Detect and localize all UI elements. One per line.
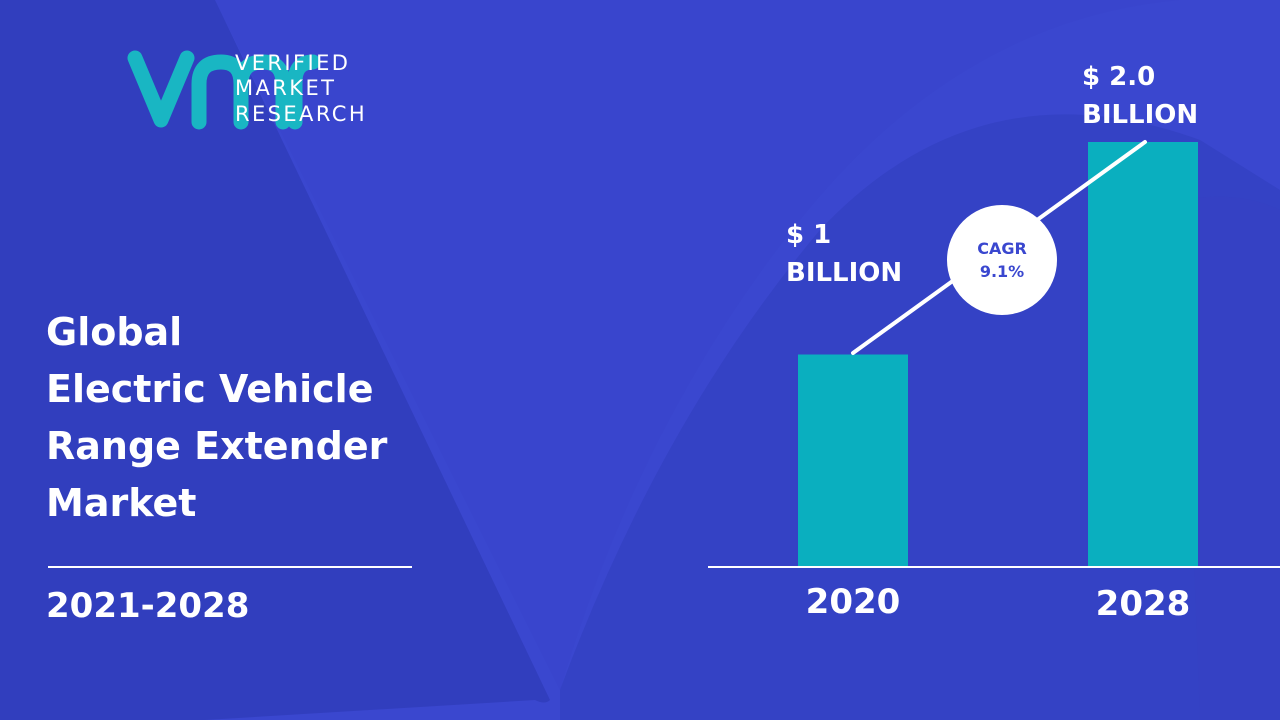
title-line-4: Market [46, 481, 197, 525]
forecast-period: 2021-2028 [46, 586, 250, 626]
brand-name-line-3: RESEARCH [235, 102, 368, 126]
title-line-3: Range Extender [46, 424, 388, 468]
data-label-2028-unit: BILLION [1082, 100, 1199, 130]
bar-2028 [1088, 142, 1198, 567]
brand-name-line-1: VERIFIED [235, 51, 351, 75]
category-label-2020: 2020 [805, 582, 901, 622]
category-label-2028: 2028 [1095, 584, 1191, 624]
report-title: Global Electric Vehicle Range Extender M… [46, 304, 466, 532]
data-label-2020-unit: BILLION [786, 258, 903, 288]
data-label-2020: $ 1 BILLION [786, 216, 902, 292]
cagr-label: CAGR [977, 239, 1027, 258]
cagr-badge: CAGR 9.1% [947, 205, 1057, 315]
title-line-2: Electric Vehicle [46, 367, 374, 411]
brand-name-line-2: MARKET [235, 76, 337, 100]
title-divider [48, 566, 412, 568]
data-label-2028: $ 2.0 BILLION [1082, 58, 1198, 134]
bar-2020 [798, 354, 908, 567]
data-label-2028-amount: $ 2.0 [1082, 62, 1156, 92]
vmr-logo-icon [127, 50, 321, 130]
title-line-1: Global [46, 310, 183, 354]
cagr-value: 9.1% [979, 262, 1025, 281]
data-label-2020-amount: $ 1 [786, 220, 832, 250]
